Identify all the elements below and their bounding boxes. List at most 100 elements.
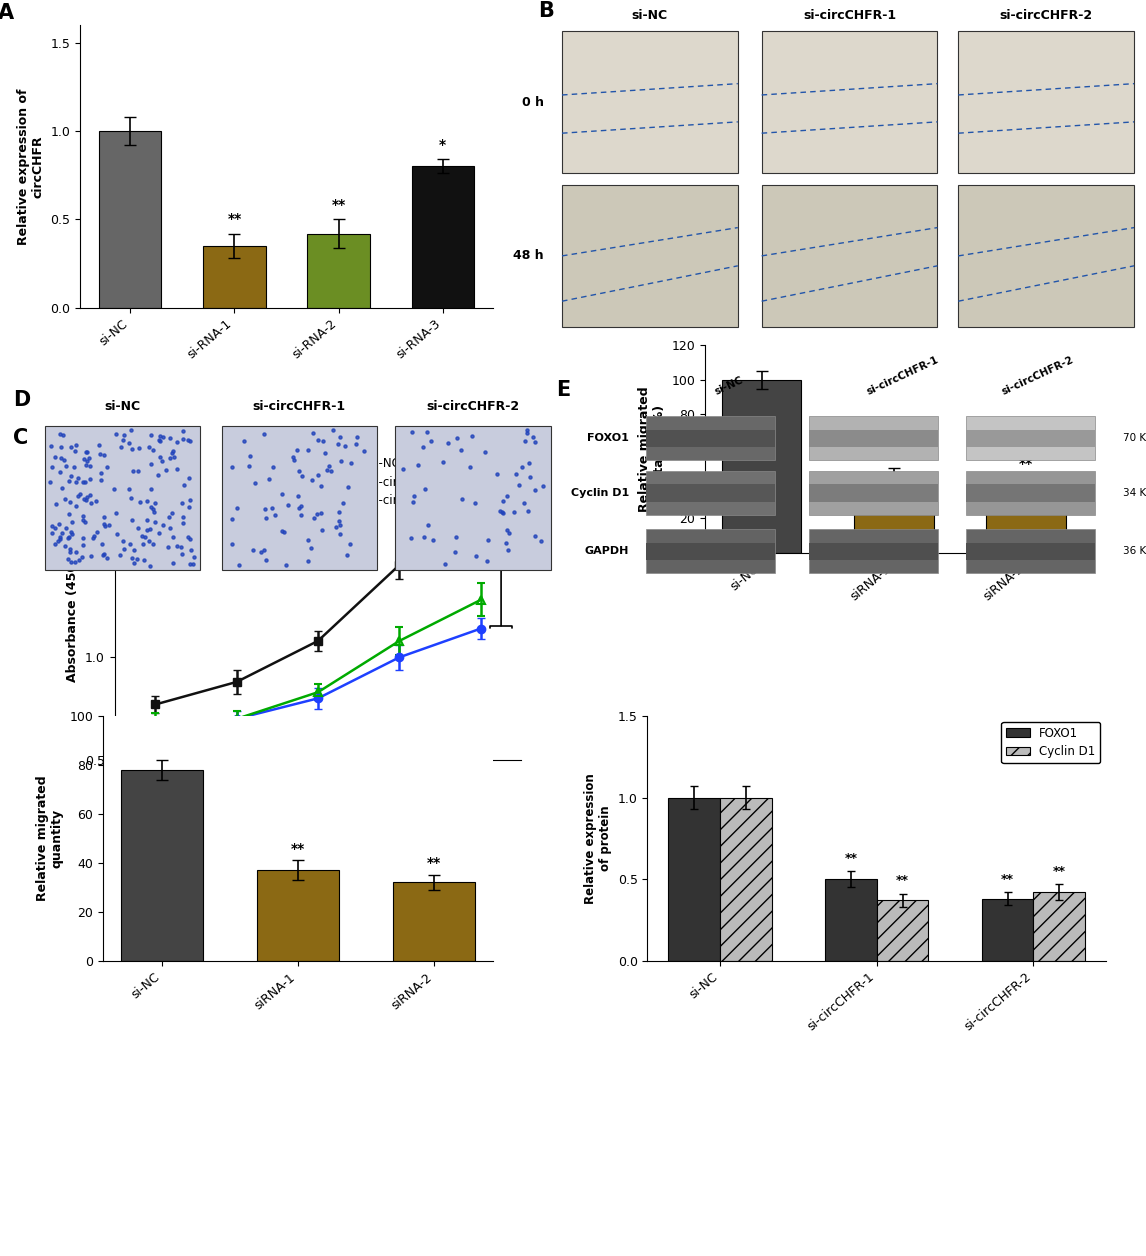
Text: 36 KDa: 36 KDa [1123, 546, 1146, 556]
Bar [720, 798, 771, 961]
Point [76, 448, 94, 468]
Point [73, 535, 92, 555]
Point [494, 502, 512, 522]
Point [157, 460, 175, 480]
Point [339, 476, 358, 496]
Point [132, 526, 150, 546]
Text: B: B [539, 0, 554, 20]
Bar [809, 485, 937, 501]
Text: **: ** [1000, 873, 1014, 885]
Point [299, 551, 317, 571]
Point [62, 466, 80, 486]
Point [69, 468, 87, 489]
Point [532, 531, 550, 551]
Y-axis label: Relative expression
of protein: Relative expression of protein [584, 772, 612, 904]
Point [340, 534, 359, 554]
Bar [825, 879, 877, 961]
Point [50, 529, 69, 549]
Point [476, 442, 494, 462]
Text: 70 KDa: 70 KDa [1123, 433, 1146, 443]
Point [61, 543, 79, 563]
Point [87, 491, 105, 511]
Point [92, 470, 110, 490]
Point [223, 457, 242, 477]
Point [89, 435, 108, 455]
Point [60, 549, 78, 569]
Bar [966, 485, 1096, 501]
Point [55, 451, 73, 471]
Point [305, 507, 323, 528]
Point [129, 437, 148, 457]
Point [347, 435, 366, 455]
Point [127, 549, 146, 569]
Point [347, 427, 366, 447]
Point [129, 461, 148, 481]
Bar [958, 185, 1135, 327]
Point [81, 468, 100, 489]
Point [81, 546, 100, 566]
Point [151, 447, 170, 467]
Point [60, 526, 78, 546]
Point [245, 474, 264, 494]
Point [151, 431, 170, 451]
Point [223, 534, 242, 554]
Point [403, 492, 422, 512]
Point [262, 499, 281, 519]
Point [499, 520, 517, 540]
Point [330, 511, 348, 531]
Point [81, 492, 100, 512]
Point [335, 492, 353, 512]
Point [119, 480, 138, 500]
Point [164, 528, 182, 548]
Bar [411, 167, 474, 308]
Point [405, 486, 423, 506]
Point [179, 431, 197, 451]
Point [144, 534, 163, 554]
Point [94, 545, 112, 565]
Point [138, 510, 156, 530]
Point [138, 520, 156, 540]
Point [167, 432, 186, 452]
Point [68, 541, 86, 561]
Text: *: * [439, 138, 446, 152]
Point [121, 487, 140, 507]
Point [128, 517, 147, 538]
Point [52, 528, 70, 548]
Point [500, 540, 518, 560]
Bar [809, 471, 937, 515]
Point [46, 534, 64, 554]
Text: 34 KDa: 34 KDa [1123, 489, 1146, 497]
Point [54, 426, 72, 446]
Point [62, 553, 80, 573]
Point [113, 531, 132, 551]
Point [97, 548, 116, 568]
Point [336, 436, 354, 456]
Point [468, 546, 486, 566]
Point [314, 431, 332, 451]
Point [64, 457, 83, 477]
Point [107, 423, 125, 443]
Point [88, 521, 107, 541]
Point [96, 515, 115, 535]
Point [422, 431, 440, 451]
Point [56, 517, 74, 538]
Point [181, 554, 199, 574]
Point [182, 540, 201, 560]
Point [260, 468, 278, 489]
Point [93, 534, 111, 554]
Point [331, 451, 350, 471]
Point [104, 479, 123, 499]
Point [298, 441, 316, 461]
Point [85, 525, 103, 545]
Point [159, 507, 178, 528]
Point [273, 521, 291, 541]
Text: **: ** [1053, 864, 1066, 878]
Bar [982, 899, 1034, 961]
Point [149, 465, 167, 485]
Point [254, 540, 273, 560]
Point [42, 522, 61, 543]
Text: **: ** [896, 874, 909, 887]
Point [490, 501, 509, 521]
Point [74, 489, 93, 509]
Point [183, 554, 202, 574]
